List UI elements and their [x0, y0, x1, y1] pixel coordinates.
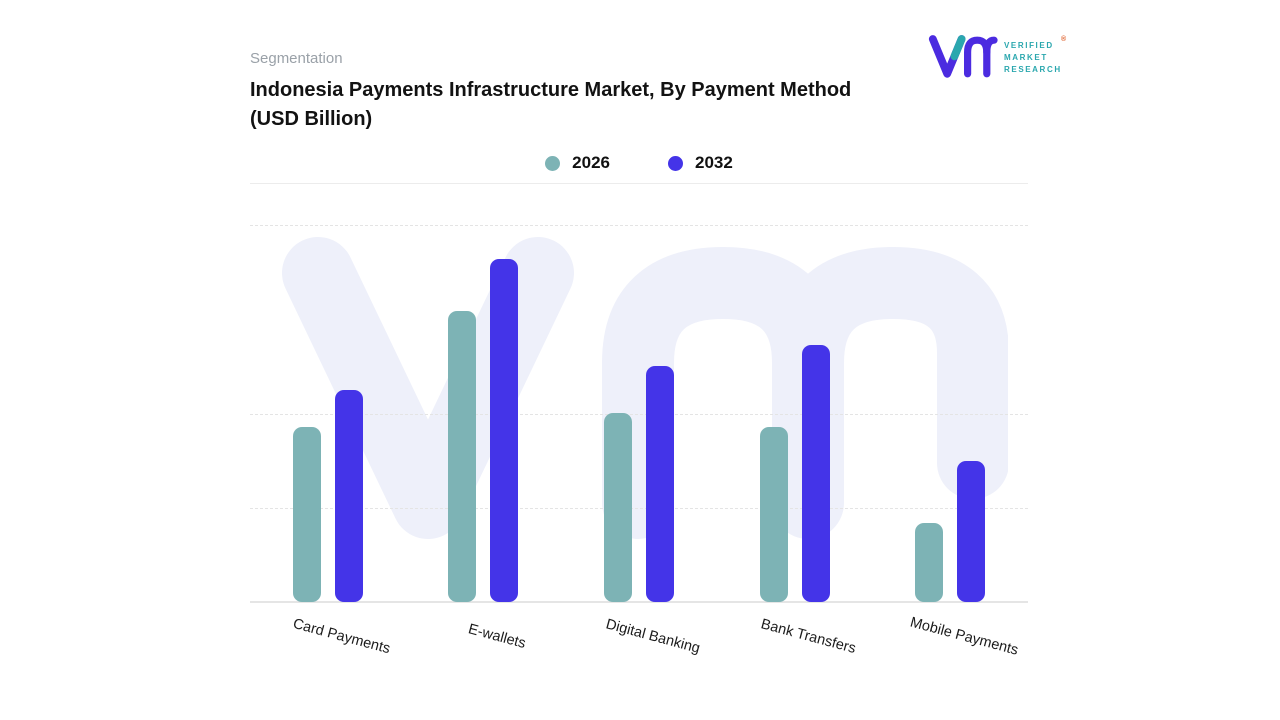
x-axis-line: [250, 601, 1028, 603]
legend-label-2026: 2026: [572, 153, 610, 172]
bar-2032-card-payments[interactable]: [334, 390, 363, 602]
gridline: [250, 413, 1028, 415]
chart-title: Indonesia Payments Infrastructure Market…: [250, 79, 852, 130]
bar-group-e-wallets: [448, 225, 519, 602]
x-axis-label: E-wallets: [466, 621, 528, 652]
bar-group-mobile-payments: [915, 225, 986, 602]
bar-2032-mobile-payments[interactable]: [957, 461, 986, 602]
bar-2026-e-wallets[interactable]: [448, 311, 477, 602]
bar-2032-e-wallets[interactable]: [490, 259, 519, 602]
legend-label-2032: 2032: [695, 153, 733, 172]
eyebrow-label: Segmentation: [250, 50, 343, 67]
bar-2026-card-payments[interactable]: [292, 427, 321, 602]
legend-item-2026[interactable]: 2026: [545, 153, 610, 173]
vmr-logo-icon: [928, 35, 998, 78]
legend-divider: [250, 183, 1028, 184]
bar-2032-bank-transfers[interactable]: [801, 345, 830, 602]
x-axis-labels: Card Payments E-wallets Digital Banking Ban…: [250, 615, 1028, 659]
registered-trademark-icon: ®: [1061, 36, 1067, 43]
bar-2032-digital-banking[interactable]: [645, 366, 674, 602]
vmr-logo-text: VERIFIED MARKET RESEARCH: [1004, 40, 1062, 76]
bar-group-digital-banking: [603, 225, 674, 602]
bar-2026-mobile-payments[interactable]: [915, 523, 944, 602]
bar-2026-bank-transfers[interactable]: [759, 427, 788, 602]
legend-swatch: [668, 155, 683, 171]
legend-item-2032[interactable]: 2032: [668, 153, 733, 173]
plot-area: [250, 225, 1028, 603]
bar-2026-digital-banking[interactable]: [603, 413, 632, 602]
logo-line-3: RESEARCH: [1004, 65, 1062, 74]
x-axis-label: Bank Transfers: [758, 616, 858, 657]
bar-groups: [250, 225, 1028, 602]
logo-line-2: MARKET: [1004, 53, 1048, 62]
x-axis-label: Mobile Payments: [907, 614, 1020, 659]
logo-line-1: VERIFIED: [1004, 41, 1054, 50]
x-axis-label: Card Payments: [290, 615, 392, 658]
bar-group-bank-transfers: [759, 225, 830, 602]
gridline: [250, 225, 1028, 226]
legend: 2026 2032: [250, 148, 1028, 178]
gridline: [250, 507, 1028, 509]
vmr-logo: VERIFIED MARKET RESEARCH ®: [928, 34, 1068, 82]
legend-swatch: [545, 155, 561, 171]
x-axis-label: Digital Banking: [603, 616, 702, 657]
bar-group-card-payments: [292, 225, 363, 602]
